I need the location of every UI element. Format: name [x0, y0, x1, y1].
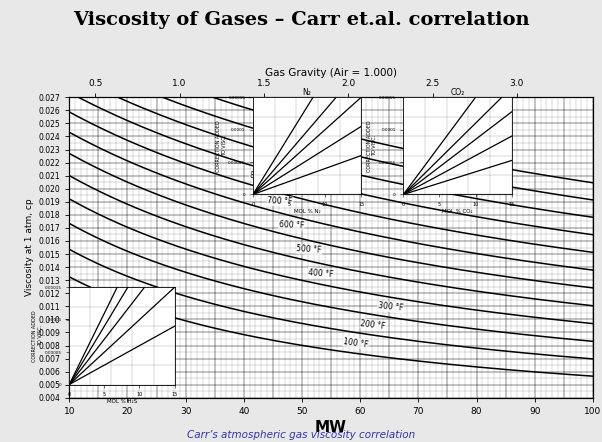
Title: N₂: N₂	[303, 88, 311, 97]
Text: Viscosity of Gases – Carr et.al. correlation: Viscosity of Gases – Carr et.al. correla…	[73, 11, 529, 29]
Text: 300 °F: 300 °F	[377, 301, 404, 313]
X-axis label: Gas Gravity (Air = 1.000): Gas Gravity (Air = 1.000)	[265, 69, 397, 78]
X-axis label: MOL % N₂: MOL % N₂	[294, 209, 320, 213]
Y-axis label: CORRECTION ADDED
TO VISC.: CORRECTION ADDED TO VISC.	[367, 120, 377, 171]
X-axis label: MOL % CO₂: MOL % CO₂	[442, 209, 473, 213]
Y-axis label: CORRECTION ADDED
TO VISC.: CORRECTION ADDED TO VISC.	[33, 310, 43, 362]
X-axis label: MOL % H₂S: MOL % H₂S	[107, 399, 137, 404]
Text: 800 °F: 800 °F	[250, 171, 275, 181]
Y-axis label: CORRECTION ADDED
TO VISC.: CORRECTION ADDED TO VISC.	[216, 120, 227, 171]
Text: 400 °F: 400 °F	[308, 268, 334, 279]
Text: 700 °F: 700 °F	[267, 196, 293, 206]
Title: CO₂: CO₂	[450, 88, 465, 97]
Text: Carr’s atmospheric gas viscosity correlation: Carr’s atmospheric gas viscosity correla…	[187, 430, 415, 440]
Text: 600 °F: 600 °F	[279, 220, 305, 230]
Text: 200 °F: 200 °F	[360, 319, 386, 331]
Text: 500 °F: 500 °F	[296, 244, 322, 255]
Y-axis label: Viscosity at 1 atm, cp: Viscosity at 1 atm, cp	[25, 199, 34, 296]
X-axis label: MW: MW	[315, 420, 347, 435]
Text: 100 °F: 100 °F	[343, 337, 369, 349]
